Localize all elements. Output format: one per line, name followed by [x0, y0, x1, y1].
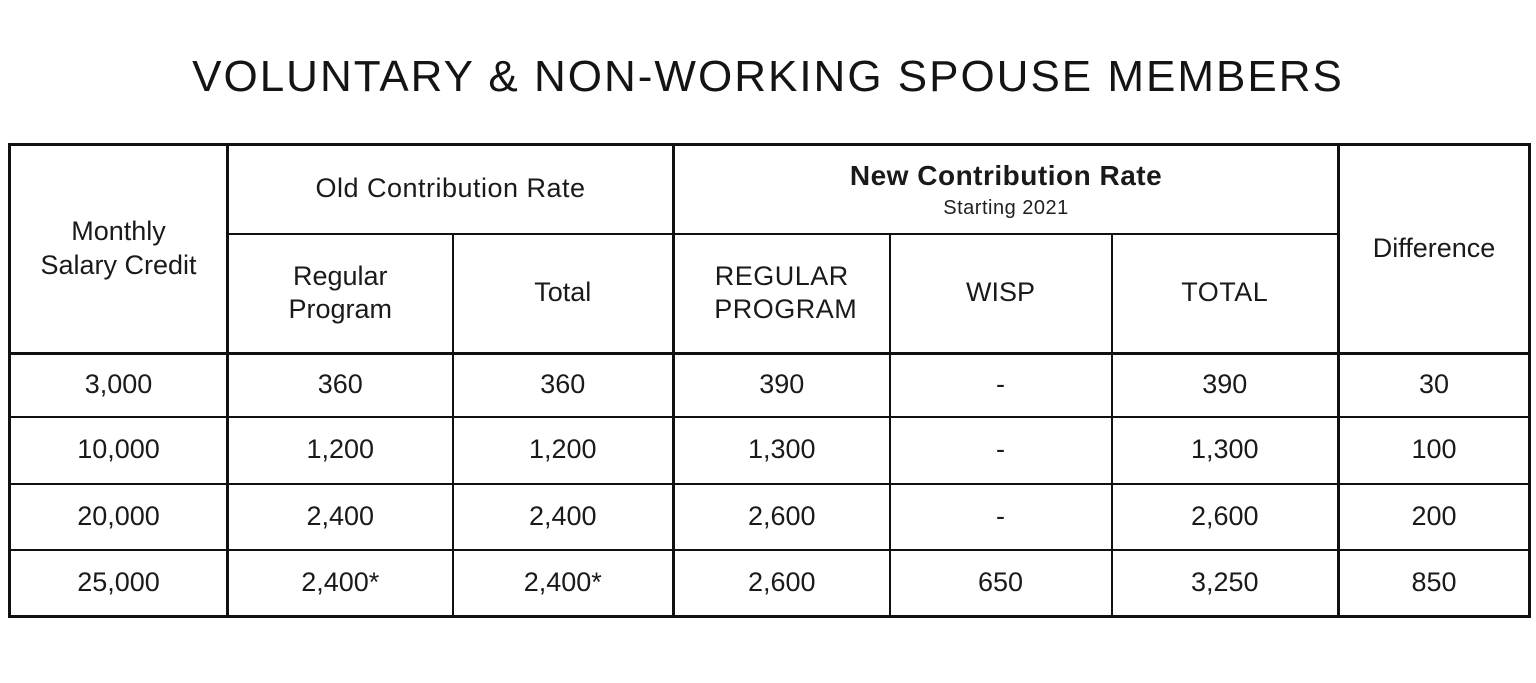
cell-old-total: 1,200	[451, 415, 676, 485]
cell-difference: 200	[1337, 482, 1531, 551]
cell-msc: 25,000	[8, 548, 229, 618]
header-monthly-salary-credit: Monthly Salary Credit	[8, 143, 229, 355]
cell-wisp: 650	[888, 548, 1113, 618]
cell-old-regular: 2,400*	[226, 548, 454, 618]
cell-wisp: -	[888, 415, 1113, 485]
cell-wisp: -	[888, 352, 1113, 418]
header-row-subcolumns: Regular Program Total REGULAR PROGRAM WI…	[10, 232, 1530, 355]
cell-difference: 30	[1337, 352, 1531, 418]
header-new-total: TOTAL	[1110, 232, 1341, 355]
cell-new-total: 390	[1110, 352, 1341, 418]
header-new-regular-program: REGULAR PROGRAM	[672, 232, 891, 355]
header-starting-2021-label: Starting 2021	[943, 196, 1069, 219]
cell-old-regular: 1,200	[226, 415, 454, 485]
cell-old-regular: 360	[226, 352, 454, 418]
cell-new-total: 1,300	[1110, 415, 1341, 485]
cell-new-regular: 2,600	[672, 548, 891, 618]
header-new-contribution-rate: New Contribution Rate Starting 2021	[672, 143, 1341, 235]
cell-old-total: 2,400*	[451, 548, 676, 618]
header-old-total: Total	[451, 232, 676, 355]
cell-old-regular: 2,400	[226, 482, 454, 551]
table-row: 25,000 2,400* 2,400* 2,600 650 3,250 850	[8, 548, 1531, 618]
header-old-contribution-rate: Old Contribution Rate	[226, 143, 676, 235]
cell-msc: 20,000	[8, 482, 229, 551]
cell-new-total: 3,250	[1110, 548, 1341, 618]
header-monthly-salary-credit-label: Monthly Salary Credit	[40, 216, 197, 280]
table-row: 10,000 1,200 1,200 1,300 - 1,300 100	[8, 415, 1531, 485]
cell-new-regular: 1,300	[672, 415, 891, 485]
header-old-regular-program: Regular Program	[226, 232, 454, 355]
header-row-sections: Monthly Salary Credit Old Contribution R…	[8, 143, 1531, 355]
header-difference: Difference	[1337, 143, 1531, 355]
contribution-rate-table: Monthly Salary Credit Old Contribution R…	[8, 143, 1532, 618]
header-new-contribution-rate-label: New Contribution Rate	[849, 159, 1163, 191]
table-row: 20,000 2,400 2,400 2,600 - 2,600 200	[8, 482, 1531, 551]
cell-msc: 3,000	[8, 352, 229, 418]
cell-new-total: 2,600	[1110, 482, 1341, 551]
cell-wisp: -	[888, 482, 1113, 551]
cell-difference: 850	[1337, 548, 1531, 618]
cell-new-regular: 390	[672, 352, 891, 418]
header-new-regular-program-label: REGULAR PROGRAM	[714, 260, 858, 325]
cell-difference: 100	[1337, 415, 1531, 485]
cell-old-total: 2,400	[451, 482, 676, 551]
header-wisp: WISP	[888, 232, 1113, 355]
cell-new-regular: 2,600	[672, 482, 891, 551]
table-row: 3,000 360 360 390 - 390 30	[8, 352, 1531, 418]
header-old-regular-program-label: Regular Program	[288, 260, 393, 325]
page-title: VOLUNTARY & NON-WORKING SPOUSE MEMBERS	[192, 52, 1344, 101]
cell-old-total: 360	[451, 352, 676, 418]
cell-msc: 10,000	[8, 415, 229, 485]
